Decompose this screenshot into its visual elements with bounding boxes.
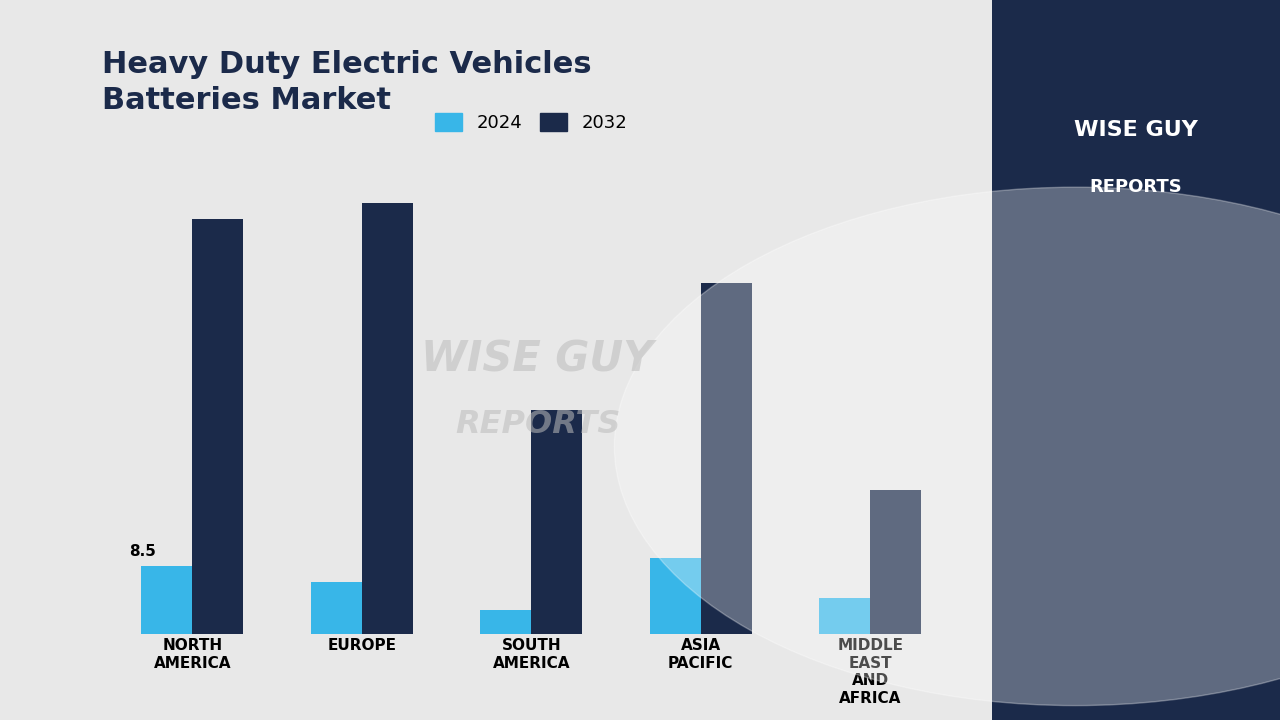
Legend: 2024, 2032: 2024, 2032	[426, 104, 636, 141]
Text: 8.5: 8.5	[129, 544, 156, 559]
Bar	[700, 283, 751, 634]
Bar	[819, 598, 870, 634]
Text: WISE GUY: WISE GUY	[1074, 120, 1198, 140]
Bar	[480, 610, 531, 634]
Bar	[141, 566, 192, 634]
Bar	[650, 558, 700, 634]
Text: REPORTS: REPORTS	[454, 409, 621, 441]
Bar	[870, 490, 922, 634]
Bar	[192, 219, 243, 634]
Text: REPORTS: REPORTS	[1089, 179, 1183, 197]
Text: Heavy Duty Electric Vehicles
Batteries Market: Heavy Duty Electric Vehicles Batteries M…	[102, 50, 593, 115]
Text: WISE GUY: WISE GUY	[421, 339, 654, 381]
Bar	[362, 203, 412, 634]
Bar	[531, 410, 582, 634]
Bar	[311, 582, 362, 634]
Circle shape	[614, 187, 1280, 706]
